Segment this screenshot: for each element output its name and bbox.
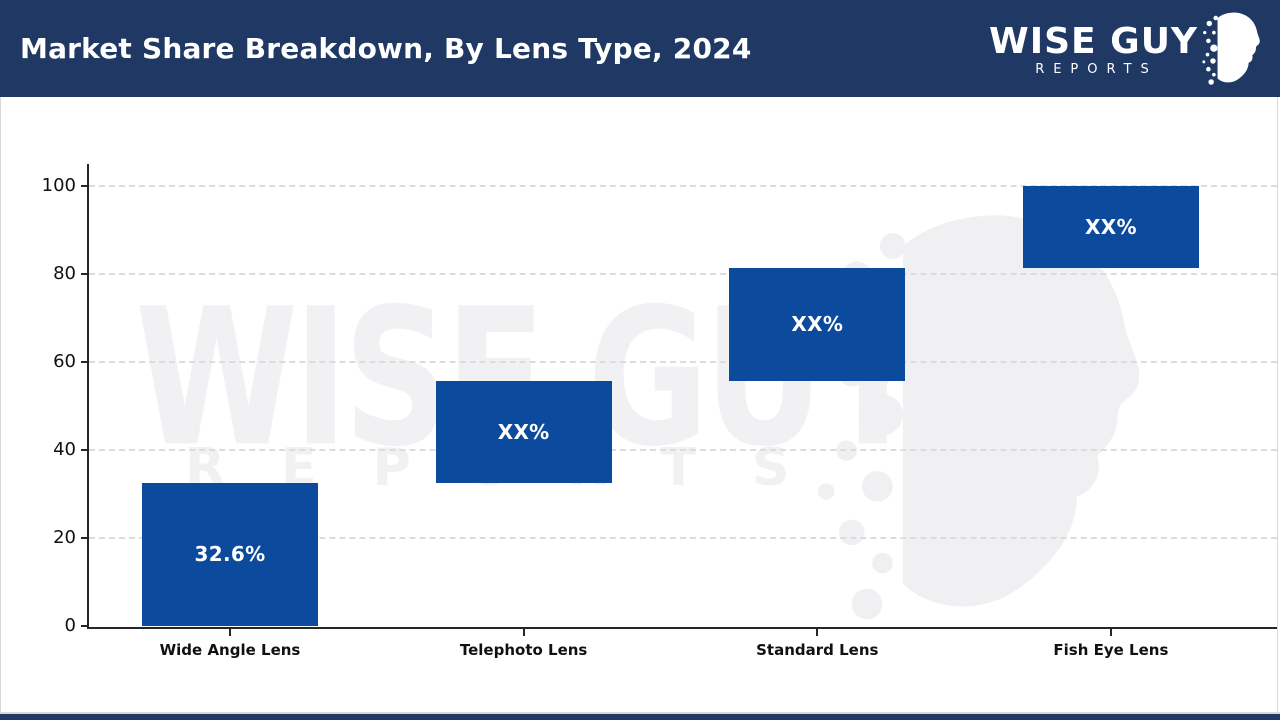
bar-standard-lens: XX%: [729, 267, 906, 381]
bar-value-label: XX%: [791, 312, 844, 337]
bar-value-label: XX%: [497, 419, 550, 444]
y-tick-label: 100: [41, 175, 76, 196]
header-bar: Market Share Breakdown, By Lens Type, 20…: [0, 0, 1280, 97]
bar-value-label: XX%: [1085, 214, 1137, 239]
y-tick-mark: [81, 185, 88, 187]
y-tick-label: 0: [64, 615, 76, 636]
y-axis-line: [87, 164, 89, 628]
y-tick-label: 60: [53, 351, 76, 372]
gridline: [89, 273, 1277, 275]
bottom-border: [0, 712, 1280, 714]
gridline: [89, 185, 1277, 187]
x-tick-mark: [1109, 629, 1112, 636]
bar-wide-angle-lens: 32.6%: [142, 482, 318, 626]
y-tick-label: 80: [53, 263, 76, 284]
brand-logo: WISE GUY REPORTS: [989, 8, 1266, 92]
x-tick-mark: [522, 629, 525, 636]
y-tick-mark: [81, 361, 88, 363]
y-tick-mark: [81, 449, 88, 451]
brand-name: WISE GUY: [988, 20, 1198, 62]
left-border: [0, 97, 1, 714]
x-tick-label: Telephoto Lens: [459, 641, 588, 659]
x-tick-label: Wide Angle Lens: [159, 641, 301, 659]
footer-bar: [0, 714, 1280, 720]
x-tick-label: Fish Eye Lens: [1053, 641, 1169, 659]
page-title: Market Share Breakdown, By Lens Type, 20…: [20, 32, 752, 65]
y-tick-mark: [81, 625, 88, 627]
x-tick-mark: [816, 629, 819, 636]
x-tick-label: Standard Lens: [756, 641, 879, 659]
gridline: [89, 537, 1277, 539]
bar-value-label: 32.6%: [194, 542, 266, 567]
right-border: [1277, 97, 1278, 714]
y-tick-label: 20: [53, 527, 76, 548]
wise-guy-face-icon: [1202, 12, 1260, 85]
bar-fish-eye-lens: XX%: [1022, 186, 1199, 268]
y-tick-mark: [81, 273, 88, 275]
y-tick-label: 40: [53, 439, 76, 460]
x-axis-line: [87, 627, 1278, 629]
x-tick-mark: [229, 629, 231, 636]
y-tick-mark: [81, 537, 88, 539]
bar-telephoto-lens: XX%: [435, 380, 612, 483]
brand-subtitle: REPORTS: [1035, 62, 1158, 78]
gridline: [89, 361, 1277, 363]
brand-logo-text: WISE GUY REPORTS: [988, 20, 1198, 78]
gridline: [89, 449, 1277, 451]
